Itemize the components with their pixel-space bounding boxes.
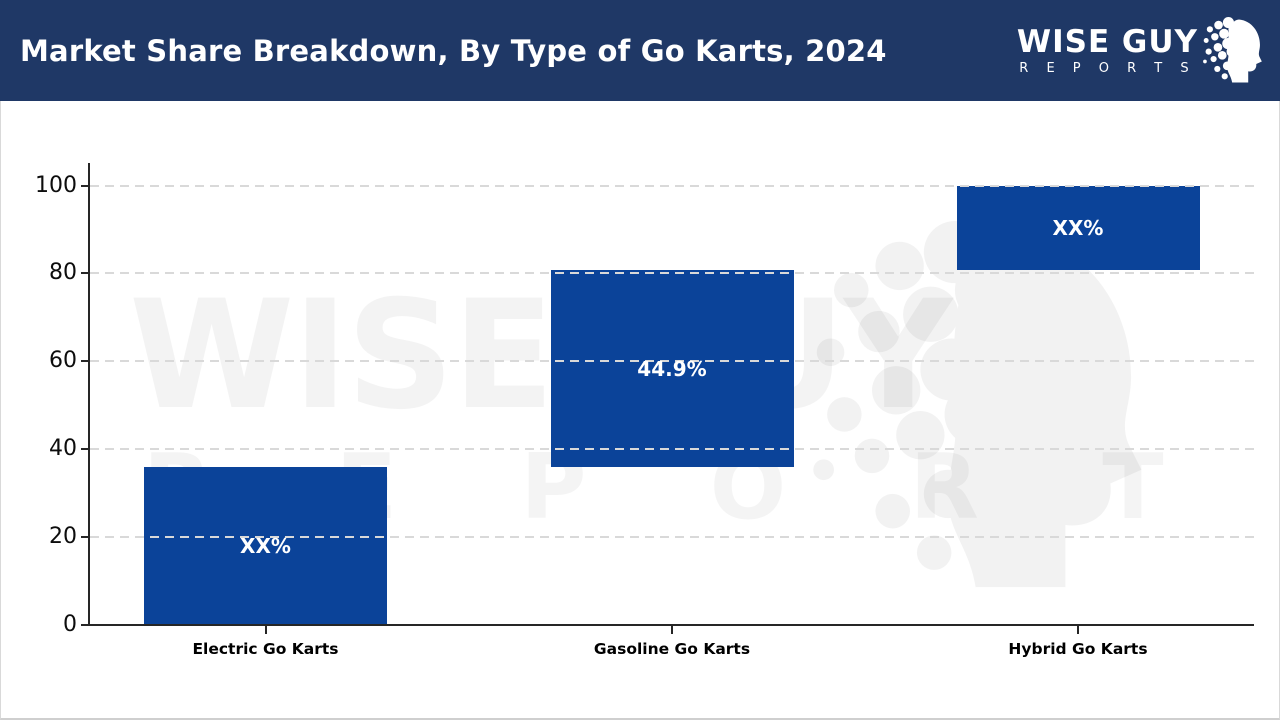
y-tick-label: 100 [35,172,77,198]
bar-value-label: XX% [240,534,291,559]
y-gridline [90,536,1254,539]
x-axis-spine [88,624,1254,626]
y-tick-label: 80 [49,260,77,286]
y-gridline [90,184,1254,187]
y-tick-mark [81,360,89,363]
wise-guy-reports-logo: WISE GUY R E P O R T S [1017,6,1268,96]
logo-wordmark: WISE GUY [1016,24,1198,61]
head-profile-dots-icon [1203,17,1262,83]
header-bar: Market Share Breakdown, By Type of Go Ka… [0,0,1280,101]
chart-area: WISE GUY R E P O R T S 020406080100XX%El… [0,101,1280,720]
bar-value-label: 44.9% [637,356,707,381]
watermark-head-profile-dots-icon [813,221,1142,588]
y-tick-mark [81,624,89,626]
y-gridline [90,272,1254,275]
y-gridline [90,448,1254,451]
y-tick-label: 40 [49,436,77,462]
y-gridline [90,360,1254,363]
bar [550,269,794,468]
y-tick-mark [81,184,89,187]
x-category-label: Electric Go Karts [192,640,339,658]
y-tick-label: 60 [49,348,77,374]
y-tick-mark [81,448,89,451]
page-title: Market Share Breakdown, By Type of Go Ka… [20,33,887,68]
bar [956,185,1200,270]
bar [144,467,387,625]
x-category-label: Hybrid Go Karts [1008,640,1148,658]
x-tick-mark [671,626,673,634]
logo-subtitle: R E P O R T S [1019,60,1196,76]
x-category-label: Gasoline Go Karts [593,640,751,658]
y-axis-spine [88,163,90,626]
logo-text: WISE GUY R E P O R T S [1017,26,1198,76]
y-tick-label: 20 [49,524,77,550]
x-tick-mark [264,626,267,634]
y-tick-mark [81,272,89,275]
y-tick-label: 0 [63,612,77,637]
y-tick-mark [81,536,89,539]
bar-value-label: XX% [1052,215,1104,240]
x-tick-mark [1077,626,1079,634]
watermark-wordmark: WISE GUY [129,281,953,431]
